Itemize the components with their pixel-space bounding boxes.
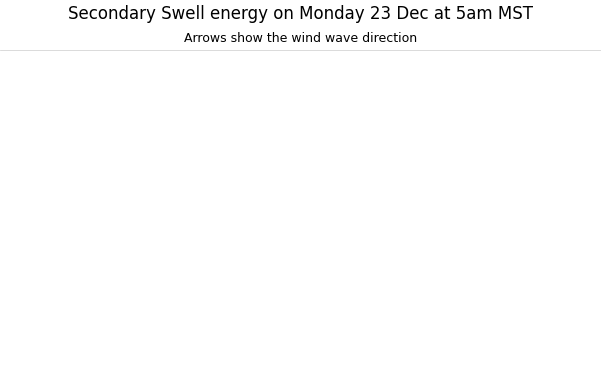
- Text: Arrows show the wind wave direction: Arrows show the wind wave direction: [184, 32, 417, 45]
- Text: cartopy not available: cartopy not available: [213, 200, 388, 218]
- Text: Secondary Swell energy on Monday 23 Dec at 5am MST: Secondary Swell energy on Monday 23 Dec …: [68, 5, 533, 23]
